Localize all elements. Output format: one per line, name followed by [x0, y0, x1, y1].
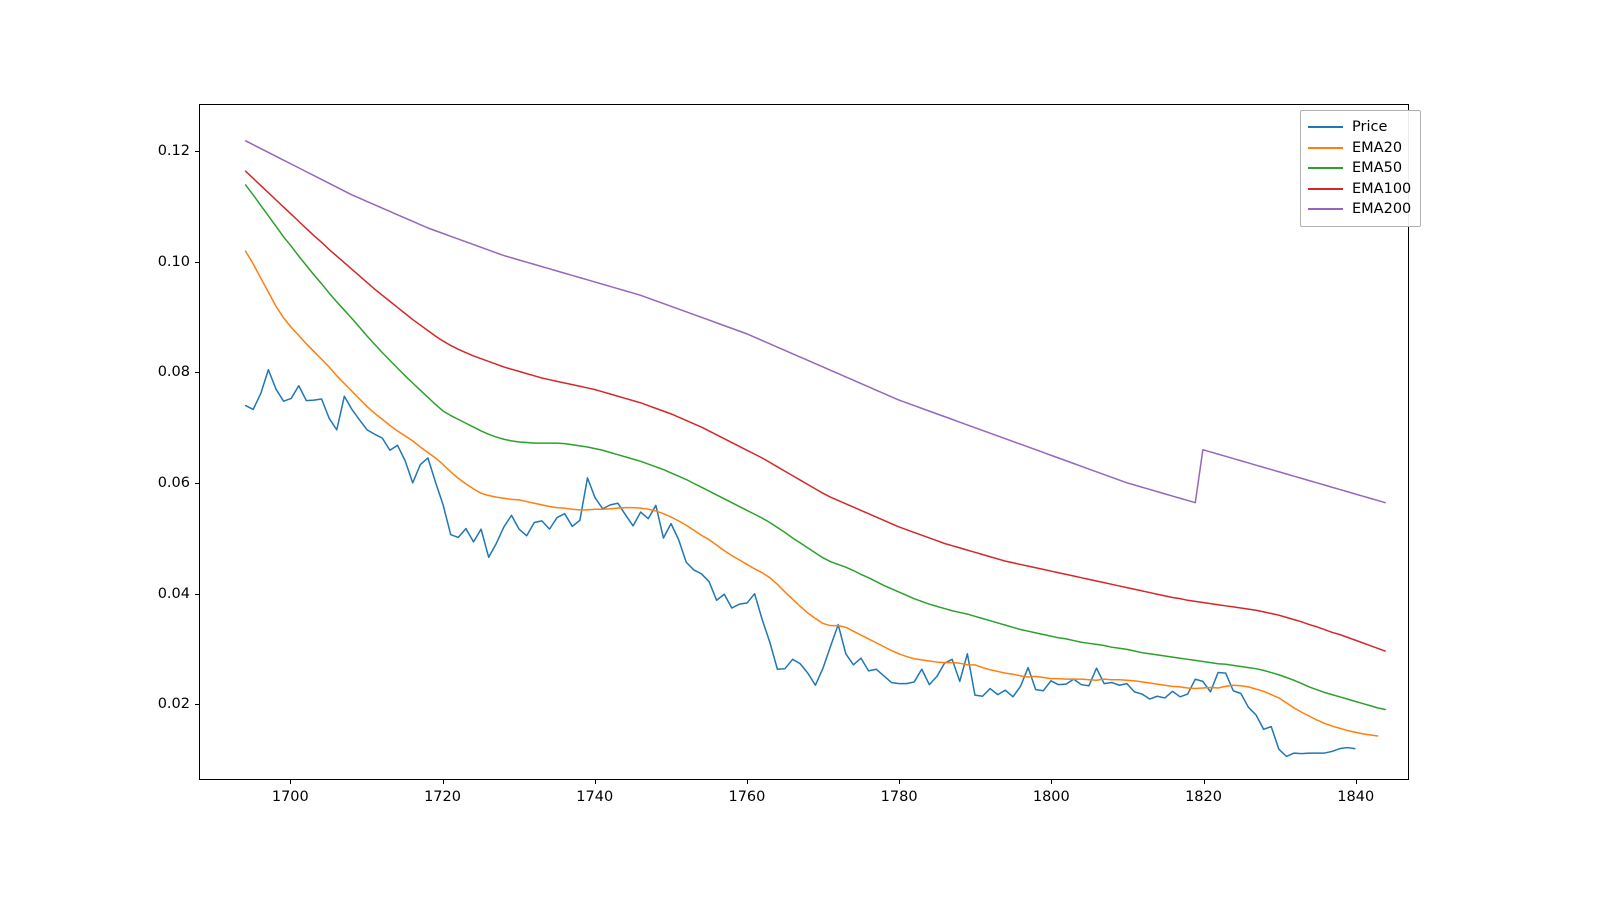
x-tick-label: 1840: [1337, 789, 1375, 805]
line-series-ema20: [246, 251, 1378, 736]
x-tick-label: 1780: [880, 789, 918, 805]
legend-entry: Price: [1308, 117, 1411, 138]
legend-entry: EMA20: [1308, 138, 1411, 159]
legend-label: EMA200: [1352, 201, 1412, 217]
legend-entry: EMA50: [1308, 158, 1411, 179]
y-tick-label: 0.04: [157, 585, 190, 602]
y-tick-label: 0.12: [157, 143, 190, 160]
legend-color-swatch: [1308, 146, 1343, 149]
y-tick-mark: [195, 482, 199, 484]
x-tick-label: 1800: [1032, 789, 1070, 805]
y-tick-label: 0.02: [157, 696, 190, 713]
y-tick-mark: [195, 151, 199, 153]
x-tick-label: 1760: [728, 789, 766, 805]
legend-entry: EMA100: [1308, 179, 1411, 200]
legend-color-swatch: [1308, 167, 1343, 170]
series-canvas: [200, 105, 1408, 779]
chart-legend: Price EMA20 EMA50 EMA100 EMA200: [1300, 110, 1422, 227]
line-series-ema50: [246, 185, 1386, 710]
legend-entry: EMA200: [1308, 199, 1411, 220]
legend-color-swatch: [1308, 187, 1343, 190]
x-tick-mark: [1051, 780, 1053, 784]
x-tick-mark: [746, 780, 748, 784]
x-tick-mark: [1203, 780, 1205, 784]
x-tick-label: 1700: [271, 789, 309, 805]
x-tick-mark: [1355, 780, 1357, 784]
y-tick-mark: [195, 261, 199, 263]
x-tick-mark: [442, 780, 444, 784]
x-tick-mark: [899, 780, 901, 784]
x-tick-label: 1820: [1185, 789, 1222, 805]
x-tick-label: 1720: [424, 789, 461, 805]
line-series-price: [246, 370, 1355, 757]
legend-label: EMA20: [1352, 139, 1403, 156]
y-tick-mark: [195, 372, 199, 374]
y-tick-mark: [195, 593, 199, 595]
line-series-ema200: [246, 141, 1386, 503]
legend-color-swatch: [1308, 208, 1343, 211]
legend-label: Price: [1352, 119, 1388, 135]
y-tick-label: 0.08: [157, 364, 190, 381]
plot-axes: [199, 104, 1409, 780]
y-tick-label: 0.06: [157, 474, 190, 491]
y-tick-label: 0.10: [157, 253, 190, 270]
y-tick-mark: [195, 704, 199, 706]
legend-label: EMA50: [1352, 160, 1403, 176]
legend-label: EMA100: [1352, 180, 1412, 197]
x-tick-label: 1740: [576, 789, 614, 805]
x-tick-mark: [594, 780, 596, 784]
x-tick-mark: [290, 780, 292, 784]
line-series-ema100: [246, 171, 1386, 651]
legend-color-swatch: [1308, 126, 1343, 129]
